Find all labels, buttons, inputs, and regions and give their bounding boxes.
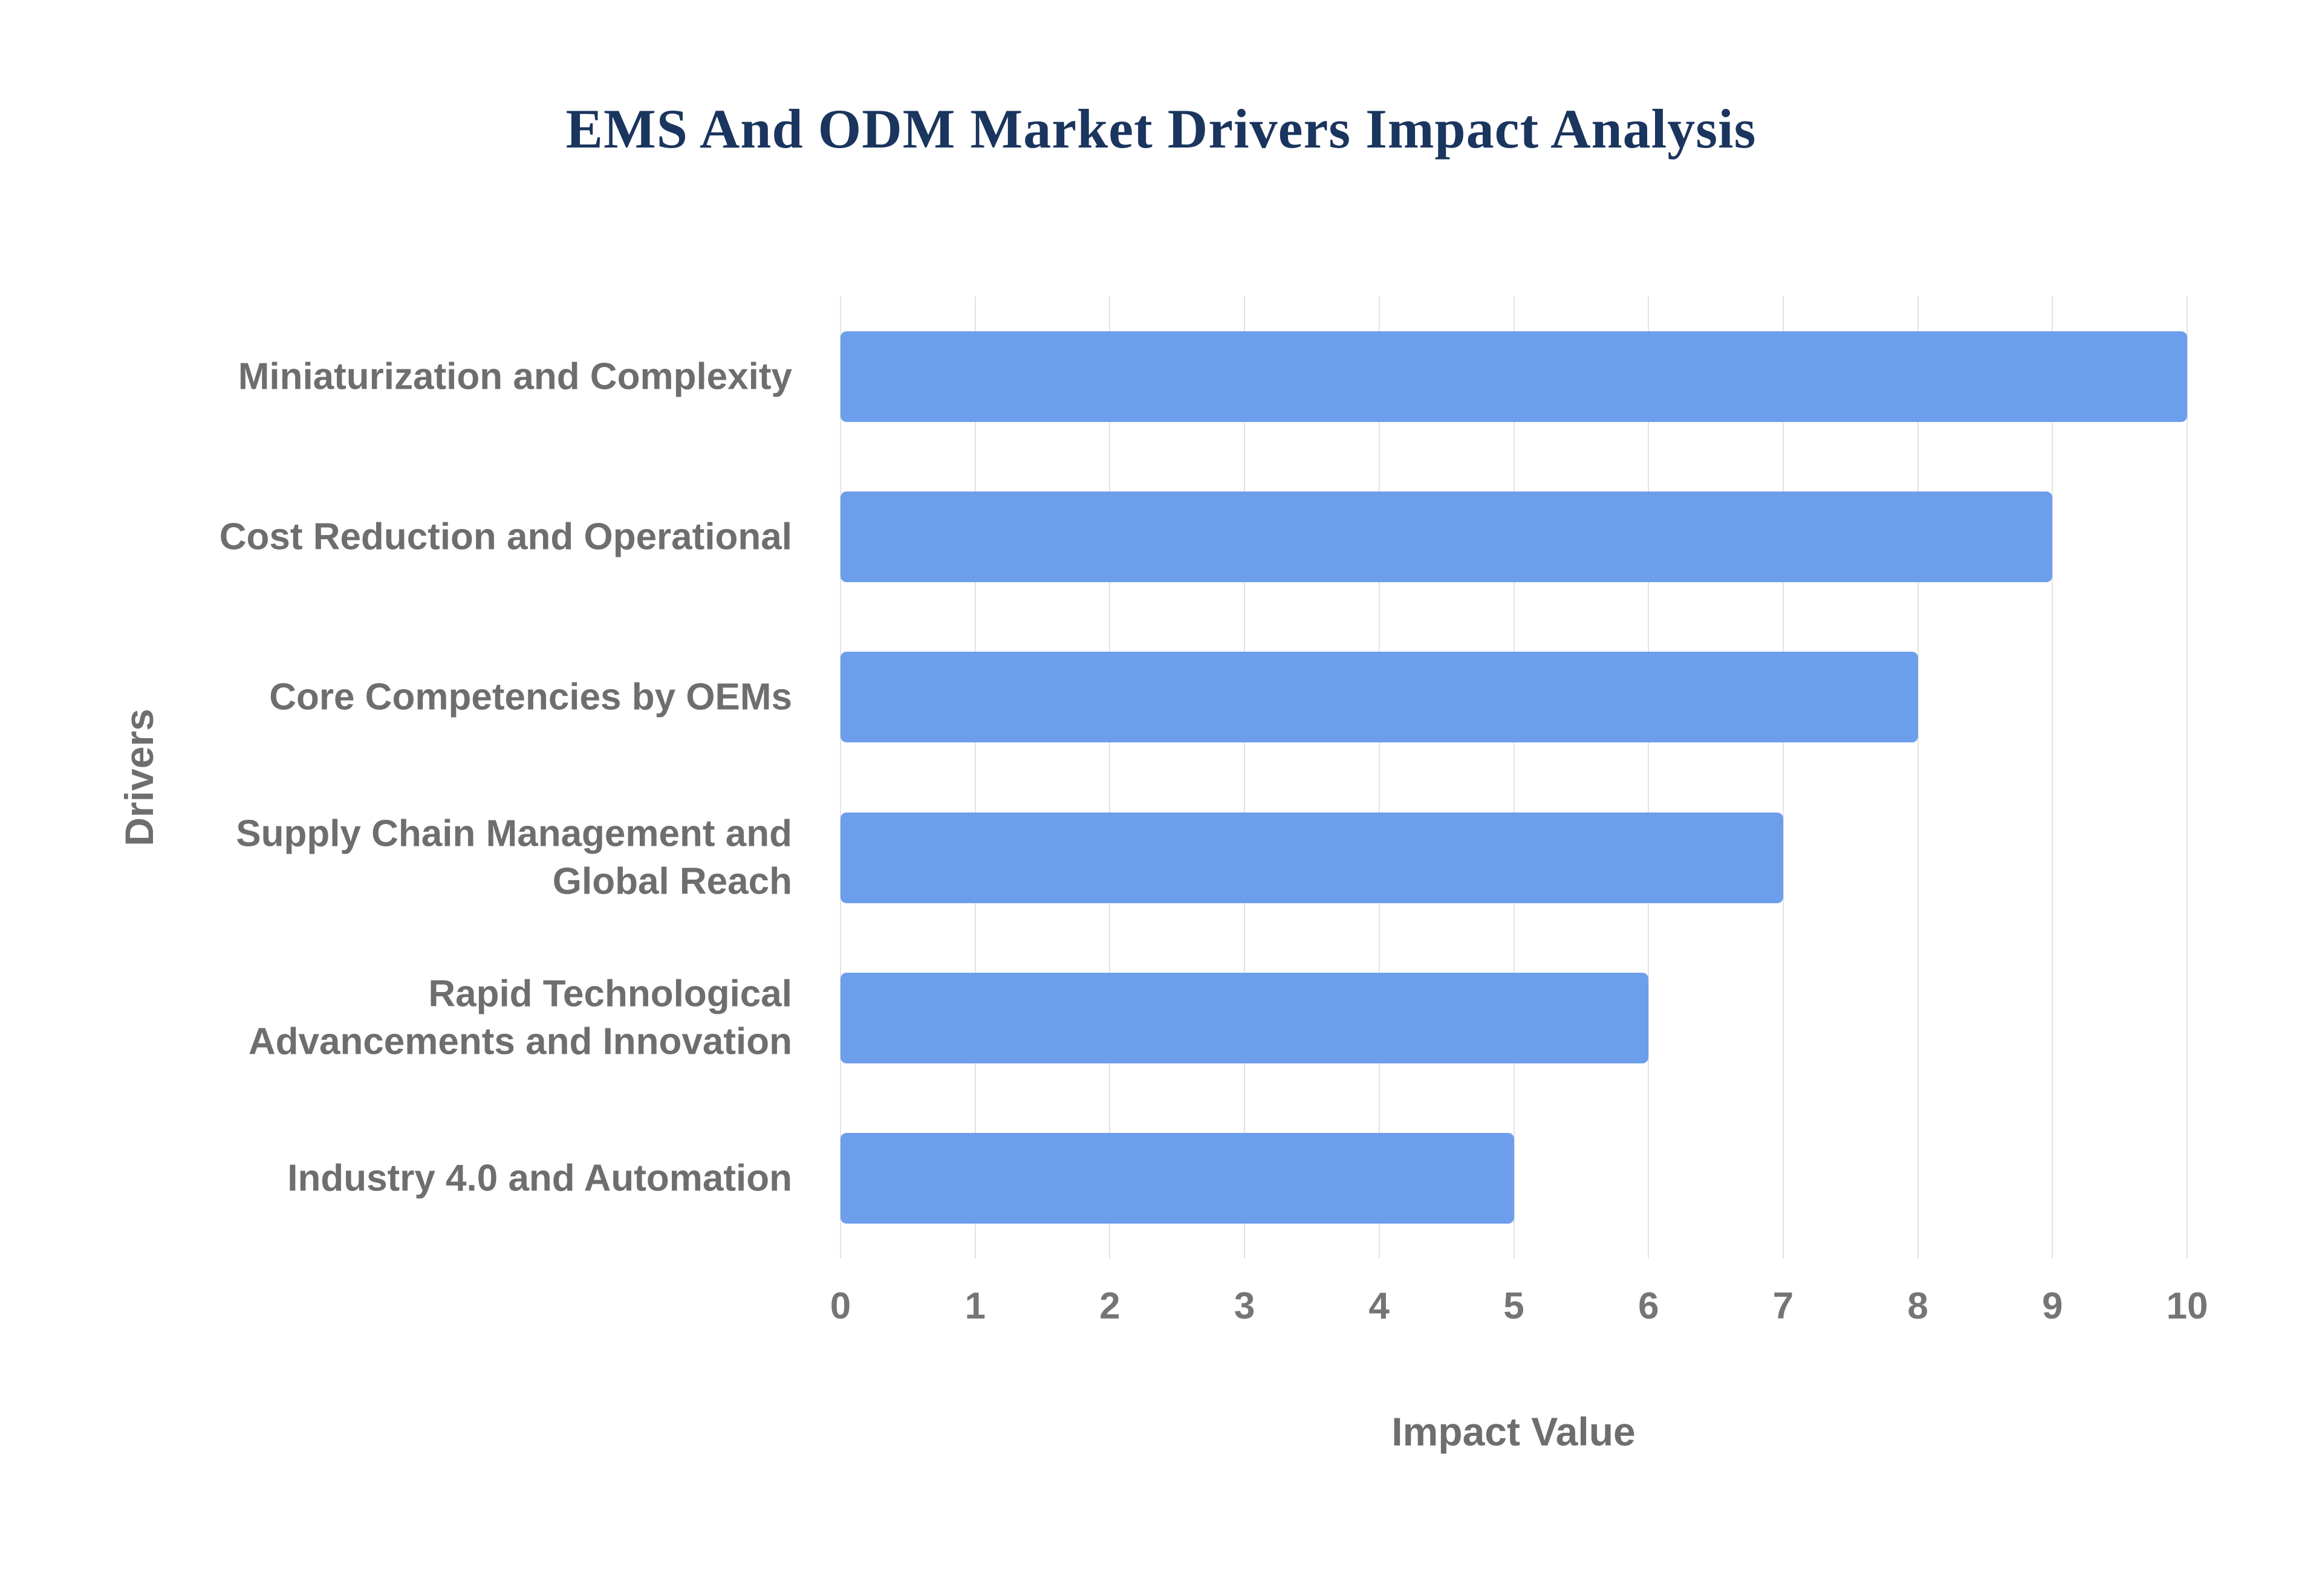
x-tick-label-9: 9	[2042, 1285, 2063, 1327]
x-tick-label-6: 6	[1637, 1285, 1659, 1327]
x-tick-label-7: 7	[1772, 1285, 1794, 1327]
chart-title: EMS And ODM Market Drivers Impact Analys…	[565, 98, 1757, 160]
x-tick-label-5: 5	[1503, 1285, 1524, 1327]
gridline-x-1	[974, 296, 976, 1259]
gridline-x-9	[2052, 296, 2054, 1259]
x-tick-label-0: 0	[830, 1285, 851, 1327]
category-label-4: Rapid Technological Advancements and Inn…	[248, 973, 792, 1063]
bar-4	[841, 973, 1649, 1063]
bar-0	[841, 331, 2187, 422]
bar-3	[841, 812, 1783, 903]
x-tick-label-2: 2	[1099, 1285, 1120, 1327]
gridline-x-0	[840, 296, 841, 1259]
y-axis-title: Drivers	[117, 709, 161, 846]
gridline-x-6	[1648, 296, 1650, 1259]
gridline-x-10	[2187, 296, 2188, 1259]
gridline-x-2	[1109, 296, 1111, 1259]
x-tick-label-8: 8	[1907, 1285, 1928, 1327]
x-axis-title: Impact Value	[1391, 1409, 1636, 1454]
bar-1	[841, 491, 2053, 582]
x-tick-label-1: 1	[964, 1285, 986, 1327]
category-label-1: Cost Reduction and Operational	[219, 516, 792, 558]
bar-2	[841, 652, 1918, 743]
bar-5	[841, 1133, 1514, 1224]
category-label-3: Supply Chain Management and Global Reach	[236, 813, 792, 903]
category-label-2: Core Competencies by OEMs	[269, 676, 792, 718]
gridline-x-4	[1378, 296, 1380, 1259]
x-tick-label-10: 10	[2166, 1285, 2208, 1327]
gridline-x-8	[1917, 296, 1919, 1259]
category-label-5: Industry 4.0 and Automation	[287, 1157, 792, 1199]
category-label-0: Miniaturization and Complexity	[238, 355, 792, 397]
gridline-x-7	[1782, 296, 1784, 1259]
x-tick-label-4: 4	[1368, 1285, 1390, 1327]
gridline-x-3	[1244, 296, 1246, 1259]
gridline-x-5	[1513, 296, 1515, 1259]
x-tick-label-3: 3	[1234, 1285, 1255, 1327]
